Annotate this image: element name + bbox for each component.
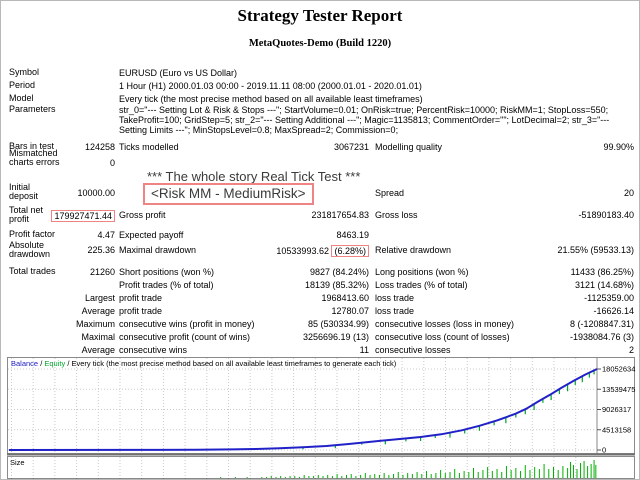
y-axis-label: 18052634: [602, 365, 635, 374]
metric-label-2: Relative drawdown: [375, 245, 452, 255]
row-label: Symbol: [9, 67, 40, 77]
red-annotation-box: 179927471.44: [51, 210, 115, 222]
row-value: 124258: [84, 142, 115, 152]
balance-panel-border: [7, 357, 635, 454]
metric-value: 12780.07: [331, 306, 369, 316]
metric-label-2: Modelling quality: [375, 142, 443, 152]
metric-value: 11: [359, 345, 369, 355]
row-label: Mismatched charts errors: [9, 148, 60, 167]
metric-value: 9827 (84.24%): [309, 267, 369, 277]
row-value: 21260: [89, 267, 115, 277]
metric-value-2: 21.55% (59533.13): [557, 245, 634, 255]
metric-value-2: 8 (-1208847.31): [569, 319, 634, 329]
metric-value: 18139 (85.32%): [304, 280, 369, 290]
legend-balance: Balance: [11, 359, 39, 368]
row-label: Total net profit: [9, 205, 44, 224]
metric-label: Maximal drawdown: [119, 245, 197, 255]
row-label: Period: [9, 80, 36, 90]
row-value: 4.47: [97, 230, 115, 240]
y-axis-label: 0: [602, 446, 606, 455]
metric-value: 231817654.83: [311, 210, 369, 220]
metric-label-2: consecutive loss (count of losses): [375, 332, 510, 342]
size-panel-label: Size: [10, 458, 25, 467]
metric-value-2: -16626.14: [593, 306, 634, 316]
metric-value-2: 99.90%: [603, 142, 634, 152]
metric-value: 1968413.60: [321, 293, 369, 303]
metric-label: consecutive profit (count of wins): [119, 332, 251, 342]
metric-label: Profit trades (% of total): [119, 280, 214, 290]
metric-label-2: Long positions (won %): [375, 267, 469, 277]
size-panel-border: [7, 456, 635, 479]
metric-value-2: -51890183.40: [578, 210, 634, 220]
metric-label: EURUSD (Euro vs US Dollar): [119, 68, 238, 78]
metric-label: profit trade: [119, 293, 163, 303]
row-label: Initial deposit: [9, 182, 39, 201]
metric-label-2: loss trade: [375, 293, 415, 303]
metric-label-2: Gross loss: [375, 210, 418, 220]
metric-value-2: 3121 (14.68%): [574, 280, 634, 290]
chart-legend: Balance / Equity / Every tick (the most …: [11, 359, 396, 368]
row-value: Average: [81, 345, 115, 355]
row-value: Maximum: [75, 319, 115, 329]
panel-separator: [7, 453, 635, 456]
row-label: Absolute drawdown: [9, 240, 51, 259]
metric-label: Ticks modelled: [119, 142, 179, 152]
red-annotation-box: (6.28%): [331, 245, 369, 257]
metric-label-2: Loss trades (% of total): [375, 280, 468, 290]
balance-chart: 18052634 13539475 9026317 4513158 0: [7, 357, 635, 479]
metric-label-2: Spread: [375, 188, 405, 198]
metric-value-2: -1125359.00: [584, 293, 634, 303]
metric-value: 3256696.19 (13): [302, 332, 369, 342]
metric-value-2: 20: [623, 188, 634, 198]
metric-label: Gross profit: [119, 210, 166, 220]
row-value: Largest: [84, 293, 115, 303]
metric-value: 85 (530334.99): [307, 319, 369, 329]
row-value: 10000.00: [77, 188, 115, 198]
legend-method: / Every tick (the most precise method ba…: [65, 359, 397, 368]
y-axis-label: 13539475: [602, 385, 635, 394]
metric-value-2: 2: [628, 345, 634, 355]
metric-label: Short positions (won %): [119, 267, 215, 277]
metric-value-2: -1938084.76 (3): [569, 332, 634, 342]
risk-annotation-box: <Risk MM - MediumRisk>: [143, 183, 314, 205]
metric-label: consecutive wins: [119, 345, 188, 355]
overlay-annotation-title: *** The whole story Real Tick Test ***: [147, 169, 361, 184]
metric-value: 10533993.62 (6.28%): [119, 245, 369, 257]
row-label: Bars in test: [9, 141, 55, 151]
page-title: Strategy Tester Report: [237, 6, 403, 25]
metric-label-2: loss trade: [375, 306, 415, 316]
metric-label: Expected payoff: [119, 230, 184, 240]
row-label: Model: [9, 93, 34, 103]
row-value: 0: [109, 158, 115, 168]
metric-label: Every tick (the most precise method base…: [119, 94, 423, 104]
metric-label: 1 Hour (H1) 2000.01.03 00:00 - 2019.11.1…: [119, 81, 422, 91]
row-label: Parameters: [9, 104, 56, 114]
row-value: Maximal: [81, 332, 115, 342]
metric-value: 3067231: [333, 142, 369, 152]
metric-label: consecutive wins (profit in money): [119, 319, 255, 329]
y-axis-label: 9026317: [602, 405, 631, 414]
legend-equity: Equity: [44, 359, 66, 368]
metric-label-2: consecutive losses (loss in money): [375, 319, 515, 329]
page-subtitle: MetaQuotes-Demo (Build 1220): [248, 38, 392, 49]
row-value: 179927471.44: [9, 210, 115, 222]
y-axis-label: 4513158: [602, 425, 631, 434]
metric-value-2: 11433 (86.25%): [570, 267, 634, 277]
metric-label: profit trade: [119, 306, 163, 316]
metric-value: 8463.19: [336, 230, 369, 240]
row-value: 225.36: [87, 245, 115, 255]
metric-value-text: 10533993.62: [276, 246, 329, 256]
row-label: Total trades: [9, 266, 56, 276]
balance-line: [8, 368, 598, 451]
metric-label-2: consecutive losses: [375, 345, 451, 355]
row-value: Average: [81, 306, 115, 316]
row-label: Profit factor: [9, 229, 56, 239]
metric-label: str_0="--- Setting Lot & Risk & Stops --…: [119, 105, 610, 135]
legend-sep: /: [38, 359, 45, 368]
